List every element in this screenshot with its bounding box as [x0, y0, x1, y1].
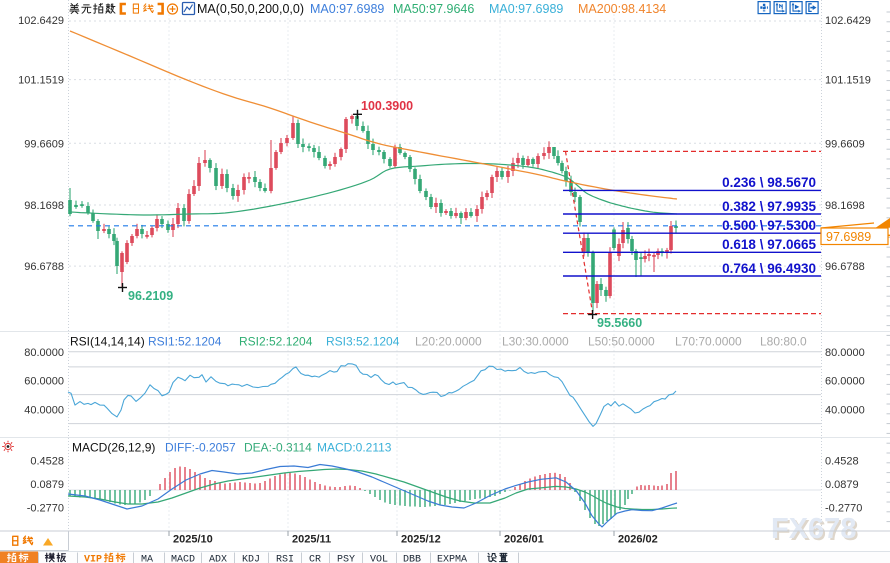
svg-text:2025/10: 2025/10 [173, 534, 213, 546]
svg-text:0.0879: 0.0879 [825, 479, 859, 491]
svg-text:RSI(14,14,14): RSI(14,14,14) [70, 335, 145, 349]
svg-text:0.500 \ 97.5300: 0.500 \ 97.5300 [722, 218, 816, 233]
svg-text:0.382 \ 97.9935: 0.382 \ 97.9935 [722, 199, 816, 214]
svg-text:101.1519: 101.1519 [18, 75, 64, 87]
svg-text:MA200:98.4134: MA200:98.4134 [578, 2, 666, 16]
svg-text:100.3900: 100.3900 [361, 99, 413, 113]
svg-text:DIFF:-0.2057: DIFF:-0.2057 [165, 441, 236, 455]
svg-text:99.6609: 99.6609 [24, 138, 64, 150]
svg-text:101.1519: 101.1519 [825, 75, 871, 87]
svg-text:-0.2770: -0.2770 [27, 503, 64, 515]
svg-text:L20:20.0000: L20:20.0000 [415, 335, 482, 349]
svg-text:60.0000: 60.0000 [825, 376, 865, 388]
svg-text:98.1698: 98.1698 [24, 200, 64, 212]
svg-text:0.236 \ 98.5670: 0.236 \ 98.5670 [722, 175, 816, 190]
svg-text:95.5660: 95.5660 [597, 316, 642, 330]
svg-text:2026/02: 2026/02 [618, 534, 658, 546]
svg-text:MA50:97.9646: MA50:97.9646 [393, 2, 474, 16]
svg-text:MA0:97.6989: MA0:97.6989 [310, 2, 384, 16]
svg-text:MA(0,50,0,200,0,0): MA(0,50,0,200,0,0) [197, 2, 304, 16]
svg-text:97.6989: 97.6989 [826, 230, 871, 244]
svg-text:80.0000: 80.0000 [825, 347, 865, 359]
svg-text:RSI1:52.1204: RSI1:52.1204 [148, 335, 222, 349]
svg-text:MA: MA [141, 555, 153, 563]
svg-text:98.1698: 98.1698 [825, 200, 865, 212]
svg-text:80.0000: 80.0000 [24, 347, 64, 359]
svg-text:96.6788: 96.6788 [825, 261, 865, 273]
svg-text:96.2109: 96.2109 [128, 289, 173, 303]
svg-text:DEA:-0.3114: DEA:-0.3114 [244, 441, 312, 455]
svg-text:EXPMA: EXPMA [437, 555, 467, 563]
svg-text:2025/11: 2025/11 [292, 534, 331, 546]
svg-text:0.4528: 0.4528 [825, 455, 859, 467]
svg-text:DBB: DBB [403, 555, 421, 563]
svg-text:L80:80.0: L80:80.0 [760, 335, 807, 349]
svg-text:60.0000: 60.0000 [24, 376, 64, 388]
svg-text:96.6788: 96.6788 [24, 261, 64, 273]
svg-text:0.0879: 0.0879 [30, 479, 64, 491]
svg-text:MACD:0.2113: MACD:0.2113 [317, 441, 392, 455]
svg-text:0.764 \ 96.4930: 0.764 \ 96.4930 [722, 261, 816, 276]
svg-text:KDJ: KDJ [242, 555, 260, 563]
svg-text:2026/01: 2026/01 [504, 534, 544, 546]
svg-text:MACD(26,12,9): MACD(26,12,9) [72, 441, 155, 455]
svg-text:PSY: PSY [337, 555, 355, 563]
svg-text:RSI: RSI [276, 555, 294, 563]
svg-text:RSI3:52.1204: RSI3:52.1204 [326, 335, 400, 349]
svg-text:FX678: FX678 [771, 513, 856, 545]
svg-text:ADX: ADX [209, 555, 227, 563]
svg-text:0.4528: 0.4528 [30, 455, 64, 467]
svg-text:L50:50.0000: L50:50.0000 [588, 335, 655, 349]
svg-text:-0.2770: -0.2770 [825, 503, 862, 515]
svg-text:40.0000: 40.0000 [825, 404, 865, 416]
svg-text:MACD: MACD [171, 555, 195, 563]
svg-text:L70:70.0000: L70:70.0000 [675, 335, 742, 349]
svg-text:40.0000: 40.0000 [24, 404, 64, 416]
svg-text:VIP: VIP [84, 555, 102, 563]
svg-text:CR: CR [309, 555, 321, 563]
svg-text:0.618 \ 97.0665: 0.618 \ 97.0665 [722, 237, 816, 252]
svg-text:RSI2:52.1204: RSI2:52.1204 [239, 335, 313, 349]
svg-text:2025/12: 2025/12 [401, 534, 441, 546]
svg-text:99.6609: 99.6609 [825, 138, 865, 150]
svg-text:L30:30.0000: L30:30.0000 [502, 335, 569, 349]
svg-text:MA0:97.6989: MA0:97.6989 [489, 2, 563, 16]
svg-text:102.6429: 102.6429 [825, 15, 871, 27]
svg-text:VOL: VOL [370, 555, 388, 563]
svg-text:102.6429: 102.6429 [18, 15, 64, 27]
